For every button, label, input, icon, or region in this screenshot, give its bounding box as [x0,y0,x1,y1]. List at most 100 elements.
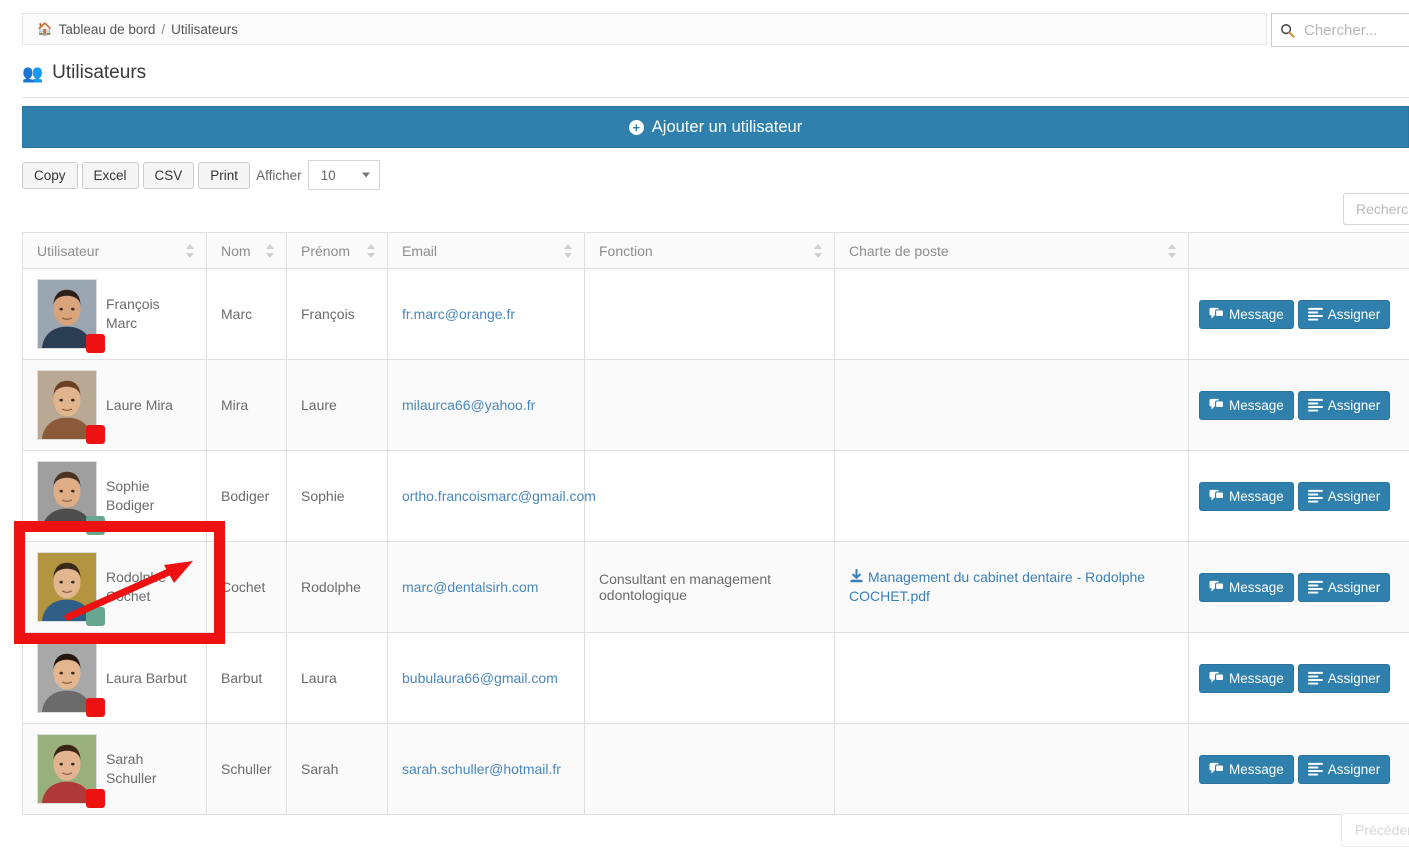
message-button[interactable]: Message [1199,754,1294,784]
user-name: François Marc [106,296,160,331]
chat-icon [1209,580,1224,592]
cell-charte [834,359,1189,451]
assigner-button[interactable]: Assigner [1297,754,1391,784]
chat-icon [1209,762,1224,774]
sort-icon[interactable] [186,243,195,259]
page-length-select[interactable]: 10 [307,160,380,190]
email-link[interactable]: ortho.francoismarc@gmail.com [402,488,596,504]
download-icon [850,569,863,583]
status-badge [86,516,105,535]
avatar-wrap [37,279,105,353]
csv-button[interactable]: CSV [142,161,195,189]
global-search-input[interactable] [1302,20,1409,40]
cell-charte [834,723,1189,815]
cell-email: ortho.francoismarc@gmail.com [387,450,596,542]
assigner-button[interactable]: Assigner [1297,299,1391,329]
align-list-icon [1307,580,1323,594]
table-row: François Marc Marc François fr.marc@orange.… [22,268,1409,360]
column-label: Nom [221,242,251,259]
users-icon: 👥 [22,63,44,83]
message-button[interactable]: Message [1199,663,1294,693]
prenom-text: Laura [301,670,337,686]
user-name: Sarah Schuller [106,751,157,786]
nom-text: Cochet [221,579,266,595]
message-button[interactable]: Message [1199,390,1294,420]
cell-utilisateur: Rodolphe Cochet [22,541,207,633]
email-link[interactable]: marc@dentalsirh.com [402,579,539,595]
table-toolbar: Copy Excel CSV Print Afficher 10 [22,160,380,190]
message-label: Message [1229,488,1284,504]
assigner-button[interactable]: Assigner [1297,481,1391,511]
nom-text: Barbut [221,670,263,686]
user-cell: Sophie Bodiger [37,461,192,535]
email-link[interactable]: bubulaura66@gmail.com [402,670,558,686]
previous-page-button[interactable]: Précédent [1341,813,1409,847]
cell-prenom: Laura [286,632,388,724]
sort-icon[interactable] [266,243,275,259]
column-header-fonction[interactable]: Fonction [584,232,835,269]
cell-nom: Cochet [206,541,287,633]
breadcrumb-separator: / [161,21,166,37]
sort-icon[interactable] [1168,243,1177,259]
assigner-button[interactable]: Assigner [1297,572,1391,602]
column-header-charte[interactable]: Charte de poste [834,232,1189,269]
message-button[interactable]: Message [1199,481,1294,511]
chat-icon [1209,398,1224,410]
cell-utilisateur: Sophie Bodiger [22,450,207,542]
prenom-text: Sarah [301,761,339,777]
message-button[interactable]: Message [1199,572,1294,602]
prenom-text: François [301,306,355,322]
user-cell: François Marc [37,279,192,353]
assigner-button[interactable]: Assigner [1297,663,1391,693]
cell-charte [834,450,1189,542]
search-icon [1280,23,1295,38]
global-search[interactable] [1271,13,1409,47]
table-search[interactable] [1343,193,1409,225]
cell-actions: Message Assigner [1188,359,1409,451]
status-badge [86,607,105,626]
avatar-wrap [37,552,105,626]
table-row: Rodolphe Cochet Cochet Rodolphe marc@dental… [22,541,1409,633]
nom-text: Marc [221,306,253,322]
table-body: François Marc Marc François fr.marc@orange.… [22,268,1409,815]
cell-actions: Message Assigner [1188,632,1409,724]
sort-icon[interactable] [367,243,376,259]
sort-icon[interactable] [564,243,573,259]
column-header-nom[interactable]: Nom [206,232,287,269]
cell-fonction: Consultant en management odontologique [584,541,835,633]
user-name: Rodolphe Cochet [106,569,166,604]
excel-button[interactable]: Excel [81,161,139,189]
cell-utilisateur: Laura Barbut [22,632,207,724]
copy-button[interactable]: Copy [22,161,78,189]
charte-link[interactable]: Management du cabinet dentaire - Rodolph… [849,569,1145,604]
message-button[interactable]: Message [1199,299,1294,329]
breadcrumb-root[interactable]: Tableau de bord [58,21,156,37]
sort-icon[interactable] [814,243,823,259]
user-cell: Rodolphe Cochet [37,552,192,626]
status-badge [86,789,105,808]
prenom-text: Laure [301,397,337,413]
title-divider [22,97,1409,98]
column-header-prenom[interactable]: Prénom [286,232,388,269]
email-link[interactable]: sarah.schuller@hotmail.fr [402,761,561,777]
assigner-label: Assigner [1327,579,1381,595]
align-list-icon [1307,489,1323,503]
print-button[interactable]: Print [198,161,251,189]
table-search-input[interactable] [1354,200,1409,218]
message-label: Message [1229,761,1284,777]
prenom-text: Sophie [301,488,345,504]
table-row: Laura Barbut Barbut Laura bubulaura66@gmail… [22,632,1409,724]
column-header-utilisateur[interactable]: Utilisateur [22,232,207,269]
email-link[interactable]: milaurca66@yahoo.fr [402,397,536,413]
cell-charte [834,268,1189,360]
email-link[interactable]: fr.marc@orange.fr [402,306,516,322]
chevron-down-icon [361,172,370,178]
assigner-label: Assigner [1327,670,1381,686]
assigner-button[interactable]: Assigner [1297,390,1391,420]
column-header-email[interactable]: Email [387,232,585,269]
page-title: 👥 Utilisateurs [22,62,146,84]
cell-nom: Mira [206,359,287,451]
chat-icon [1209,489,1224,501]
cell-prenom: Sarah [286,723,388,815]
add-user-button[interactable]: + Ajouter un utilisateur [22,106,1409,148]
